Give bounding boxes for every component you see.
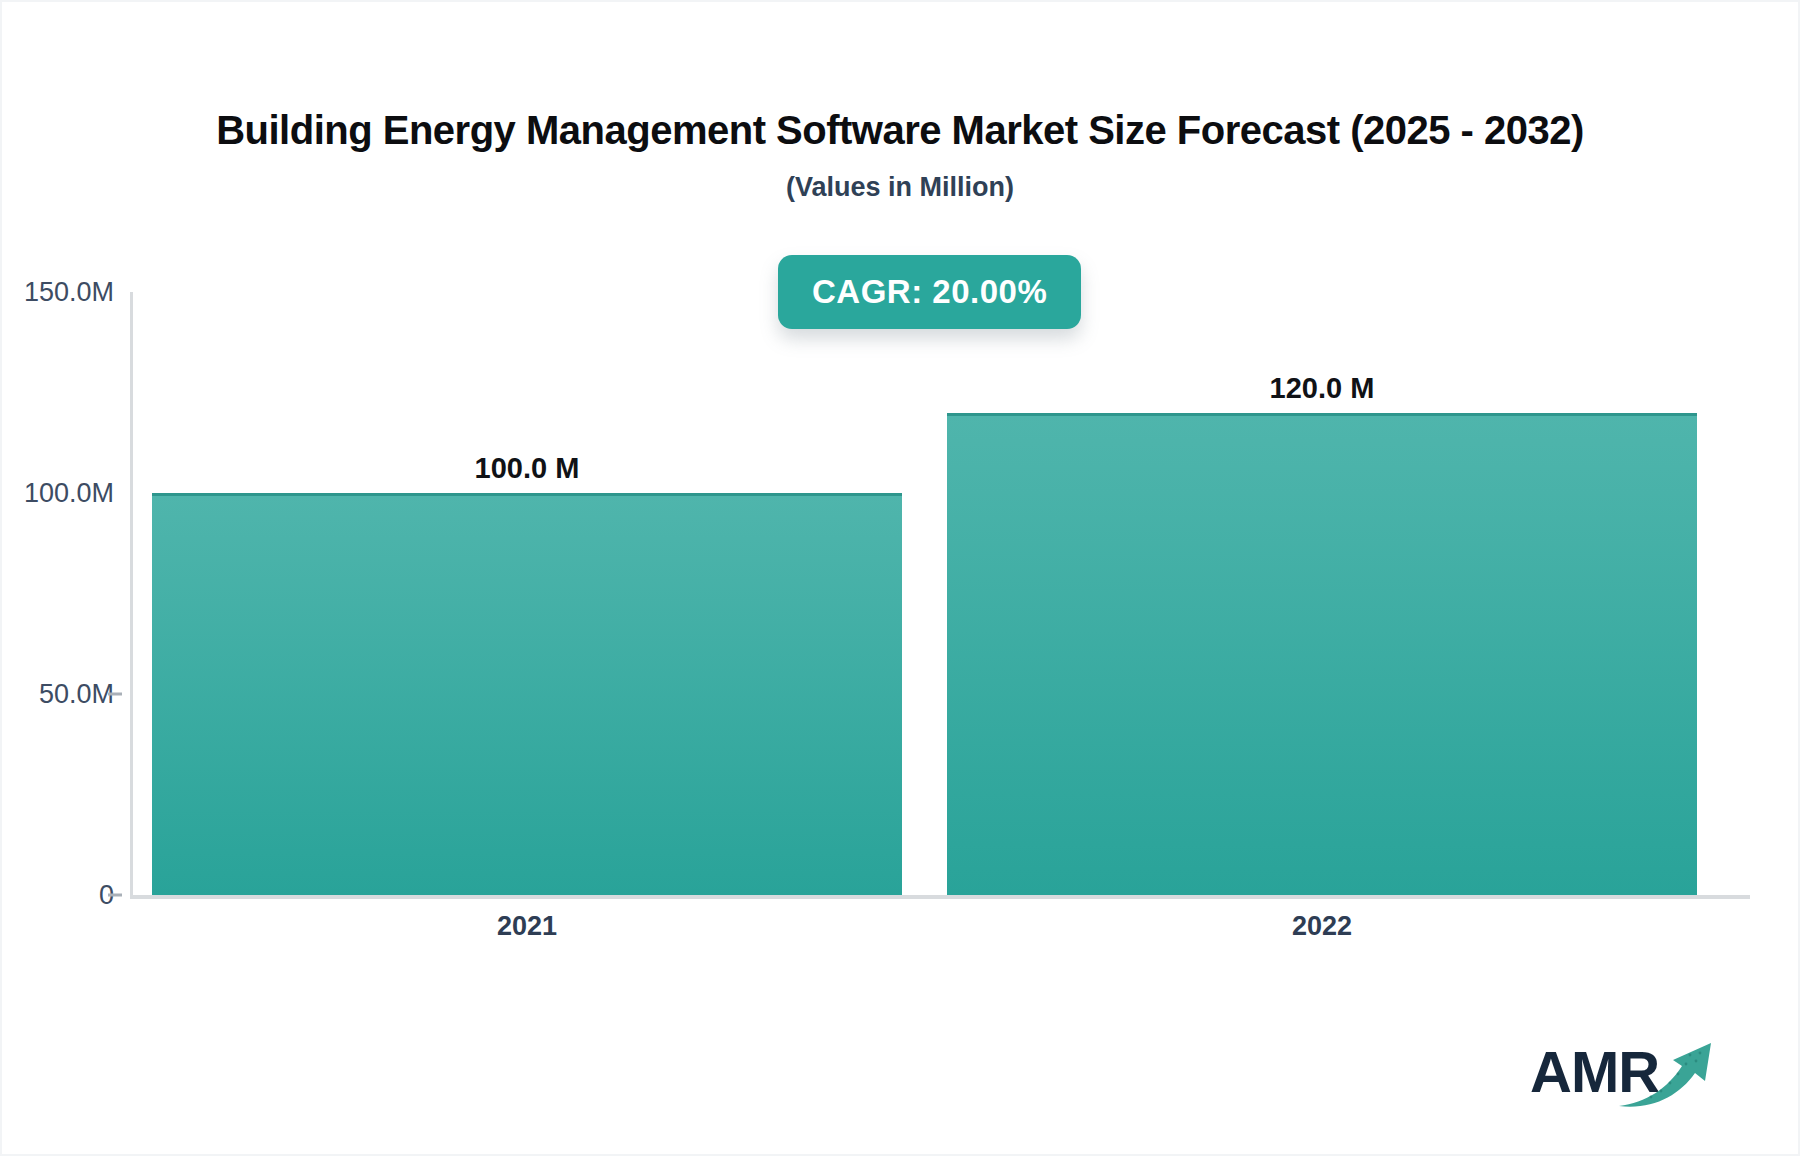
y-axis-line [130, 292, 133, 898]
cagr-badge: CAGR: 20.00% [778, 255, 1081, 329]
bar-value-label: 100.0 M [475, 452, 580, 485]
x-axis-label: 2022 [1292, 911, 1352, 942]
y-axis-tick-mark [108, 894, 122, 897]
chart-canvas: Building Energy Management Software Mark… [0, 0, 1800, 1156]
amr-logo: AMR [1530, 1032, 1720, 1122]
bar-2022 [947, 413, 1697, 895]
bar-value-label: 120.0 M [1270, 372, 1375, 405]
chart-subtitle: (Values in Million) [2, 172, 1798, 203]
growth-arrow-icon [1618, 1040, 1718, 1112]
y-axis-tick-label: 50.0M [14, 679, 114, 710]
bar-2021 [152, 493, 902, 895]
y-axis-tick-mark [108, 693, 122, 696]
x-axis-line [130, 895, 1750, 899]
y-axis-tick-label: 150.0M [14, 277, 114, 308]
chart-title: Building Energy Management Software Mark… [2, 108, 1798, 153]
x-axis-label: 2021 [497, 911, 557, 942]
y-axis-tick-label: 100.0M [14, 478, 114, 509]
y-axis-tick-label: 0 [14, 880, 114, 911]
